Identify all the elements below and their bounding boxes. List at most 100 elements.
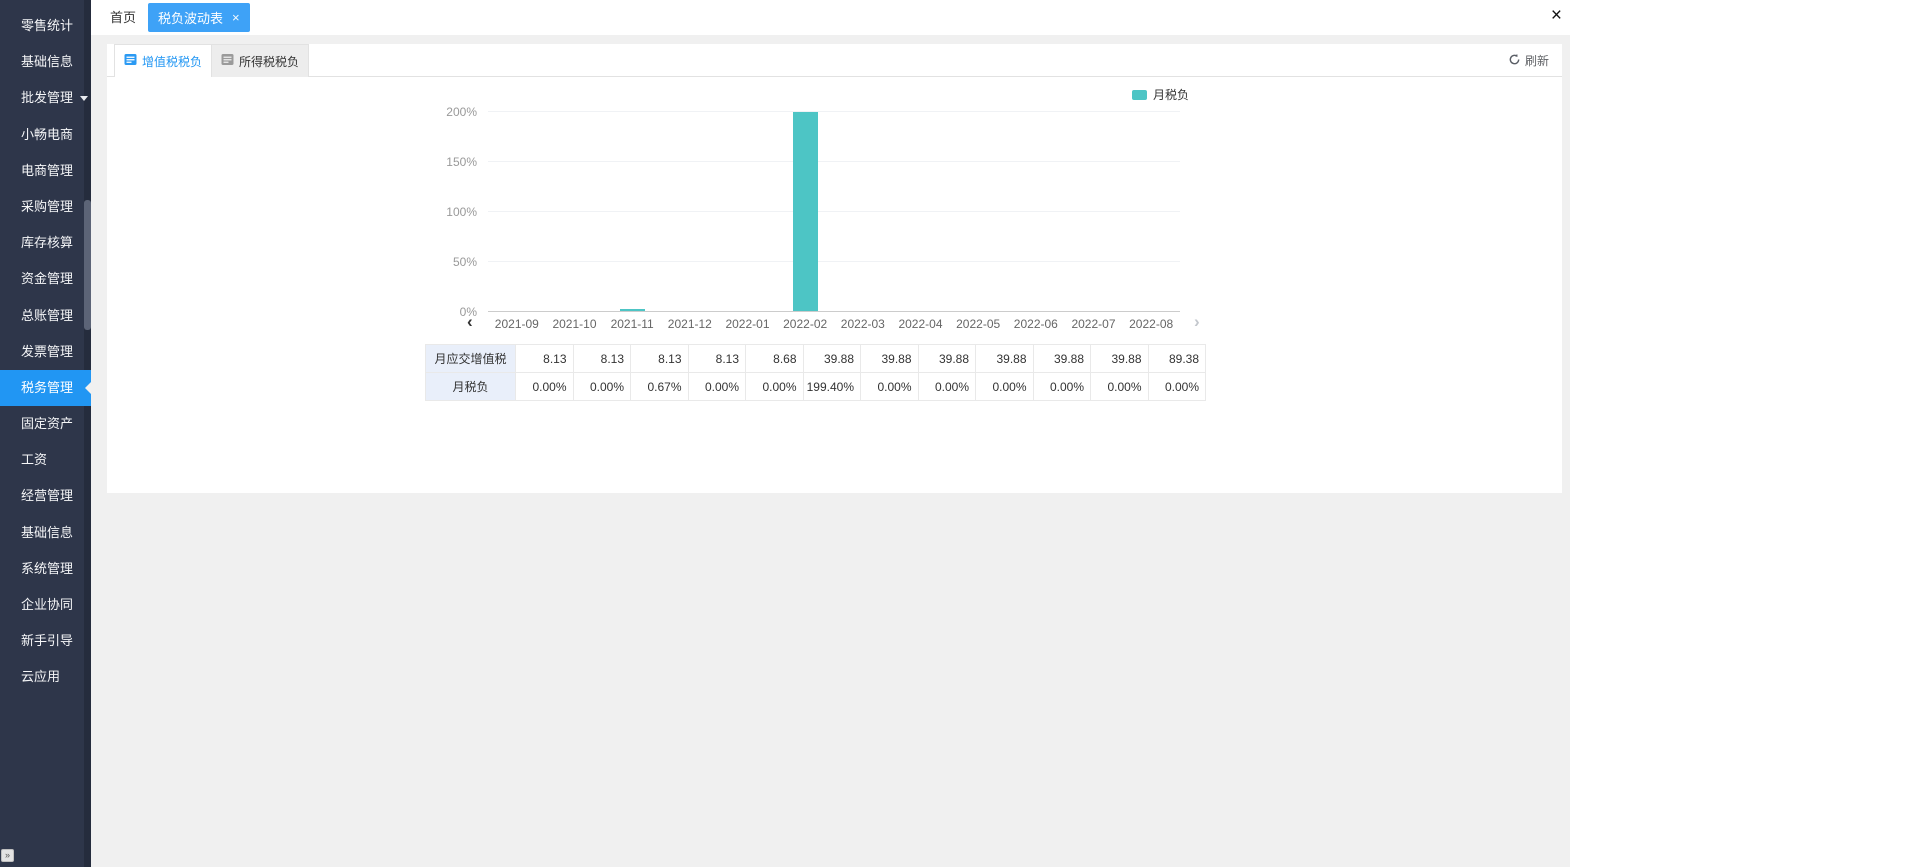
y-axis-tick-label: 50% <box>452 255 477 269</box>
x-axis-label: 2022-01 <box>725 317 770 331</box>
sidebar-item-6[interactable]: 采购管理 <box>0 189 91 225</box>
tab-bar: 首页 税负波动表 × × <box>91 0 1570 35</box>
sidebar-item-5[interactable]: 电商管理 <box>0 153 91 189</box>
sidebar-item-9[interactable]: 总账管理 <box>0 298 91 334</box>
tax-table: 月应交增值税 8.13 8.13 8.13 8.13 8.68 39.88 39.88 39.8… <box>425 344 1206 401</box>
x-axis-label: 2021-12 <box>667 317 712 331</box>
sidebar-item-label: 资金管理 <box>21 271 74 287</box>
tab-label: 税负波动表 <box>158 11 224 26</box>
sidebar-item-label: 零售统计 <box>21 18 74 33</box>
report-icon <box>124 53 137 69</box>
bar-2022-02[interactable] <box>792 111 818 311</box>
sidebar-item-label: 库存核算 <box>21 235 74 251</box>
bar-2021-11[interactable] <box>619 309 645 311</box>
sidebar-item-4[interactable]: 小畅电商 <box>0 117 91 153</box>
table-cell: 199.40% <box>802 372 861 401</box>
table-row-label: 月应交增值税 <box>425 344 516 373</box>
tab-income-tax-burden[interactable]: 所得税税负 <box>212 44 310 77</box>
sidebar-item-7[interactable]: 库存核算 <box>0 225 91 261</box>
y-axis-tick-label: 0% <box>459 305 477 319</box>
table-cell: 39.88 <box>917 344 976 373</box>
sidebar-item-17[interactable]: 企业协同 <box>0 587 91 623</box>
sidebar-item-15[interactable]: 基础信息 <box>0 515 91 551</box>
gridline <box>488 211 1180 212</box>
sidebar-scrollbar[interactable] <box>84 0 91 867</box>
sidebar-item-8[interactable]: 资金管理 <box>0 261 91 297</box>
sidebar-item-label: 系统管理 <box>21 560 74 576</box>
sidebar-item-label: 批发管理 <box>21 90 74 106</box>
panel-tab-strip: 增值税税负 所得税税负 刷新 <box>107 44 1562 78</box>
table-cell: 0.00% <box>975 372 1034 401</box>
chart-next-arrow[interactable]: › <box>1194 312 1200 331</box>
sidebar-item-10[interactable]: 发票管理 <box>0 334 91 370</box>
table-cell: 0.67% <box>630 372 689 401</box>
sidebar-item-label: 发票管理 <box>21 343 74 359</box>
sidebar-menu: 零售统计 基础信息 批发管理 小畅电商 电商管理 采购管理 库存核算 资金管理 总账管理 发票管理… <box>0 0 91 696</box>
tab-close-icon[interactable]: × <box>232 10 240 25</box>
sidebar-item-12[interactable]: 固定资产 <box>0 406 91 442</box>
table-cell: 39.88 <box>860 344 919 373</box>
table-cell: 0.00% <box>917 372 976 401</box>
report-icon <box>221 53 234 69</box>
sidebar-item-3[interactable]: 批发管理 <box>0 80 91 116</box>
sidebar-collapse-handle[interactable]: » <box>1 849 14 862</box>
sidebar-item-19[interactable]: 云应用 <box>0 659 91 695</box>
sidebar-item-11[interactable]: 税务管理 <box>0 369 91 407</box>
gridline <box>488 161 1180 162</box>
x-axis-label: 2022-06 <box>1013 317 1058 331</box>
sidebar-item-label: 基础信息 <box>21 54 74 70</box>
gridline <box>488 111 1180 112</box>
sidebar-item-13[interactable]: 工资 <box>0 442 91 478</box>
tab-home[interactable]: 首页 <box>110 10 137 25</box>
chevron-down-icon <box>80 96 89 102</box>
table-row: 月应交增值税 8.13 8.13 8.13 8.13 8.68 39.88 39.88 39.8… <box>425 344 1206 373</box>
table-cell: 0.00% <box>1090 372 1149 401</box>
tax-burden-chart: 月税负 ‹ › 0% 50% 100% 150% 200% 2021-09 2021-10 2… <box>107 44 1562 493</box>
x-axis-label: 2022-03 <box>840 317 885 331</box>
table-cell: 0.00% <box>687 372 746 401</box>
chart-prev-arrow[interactable]: ‹ <box>467 312 473 331</box>
refresh-icon <box>1508 53 1521 69</box>
window-close-icon[interactable]: × <box>1550 5 1562 26</box>
tab-vat-tax-burden[interactable]: 增值税税负 <box>114 44 213 78</box>
table-cell: 8.13 <box>687 344 746 373</box>
table-row-label: 月税负 <box>425 372 516 401</box>
sidebar-item-16[interactable]: 系统管理 <box>0 551 91 587</box>
x-axis-label: 2022-04 <box>898 317 943 331</box>
sidebar-item-label: 企业协同 <box>21 597 74 612</box>
sidebar-item-14[interactable]: 经营管理 <box>0 478 91 514</box>
x-axis-label: 2022-05 <box>956 317 1001 331</box>
y-axis-tick-label: 150% <box>446 155 477 169</box>
sidebar-item-2[interactable]: 基础信息 <box>0 44 91 80</box>
table-cell: 8.13 <box>515 344 574 373</box>
table-cell: 0.00% <box>860 372 919 401</box>
y-axis-tick-label: 200% <box>446 105 477 119</box>
tab-tax-fluctuation[interactable]: 税负波动表 × <box>148 3 250 32</box>
sidebar-scrollbar-thumb[interactable] <box>84 200 91 330</box>
content-panel: 增值税税负 所得税税负 刷新 月税负 ‹ › 0% 50% 100% 1 <box>107 44 1562 493</box>
table-cell: 8.68 <box>745 344 804 373</box>
legend-swatch <box>1132 89 1147 100</box>
sidebar-item-label: 经营管理 <box>21 488 74 504</box>
table-cell: 8.13 <box>572 344 631 373</box>
x-axis-label: 2021-11 <box>610 317 654 331</box>
x-axis-label: 2022-07 <box>1071 317 1116 331</box>
sidebar-item-label: 云应用 <box>21 669 61 685</box>
sidebar-item-label: 采购管理 <box>21 198 74 214</box>
sidebar-item-18[interactable]: 新手引导 <box>0 623 91 659</box>
x-axis-line <box>488 311 1180 312</box>
x-axis-label: 2022-08 <box>1129 317 1174 331</box>
sidebar-item-1[interactable]: 零售统计 <box>0 8 91 44</box>
sidebar: 零售统计 基础信息 批发管理 小畅电商 电商管理 采购管理 库存核算 资金管理 总账管理 发票管理… <box>0 0 91 867</box>
refresh-button[interactable]: 刷新 <box>1508 44 1549 77</box>
app-window: 零售统计 基础信息 批发管理 小畅电商 电商管理 采购管理 库存核算 资金管理 总账管理 发票管理… <box>0 0 1570 867</box>
table-cell: 0.00% <box>572 372 631 401</box>
chart-legend[interactable]: 月税负 <box>1132 86 1189 103</box>
x-axis-label: 2021-10 <box>552 317 597 331</box>
refresh-label: 刷新 <box>1524 54 1549 68</box>
table-row: 月税负 0.00% 0.00% 0.67% 0.00% 0.00% 199.40% 0.00%… <box>425 372 1206 401</box>
table-cell: 0.00% <box>1032 372 1091 401</box>
sidebar-item-label: 小畅电商 <box>21 126 74 142</box>
x-axis-label: 2021-09 <box>494 317 539 331</box>
table-cell: 0.00% <box>1147 372 1206 401</box>
